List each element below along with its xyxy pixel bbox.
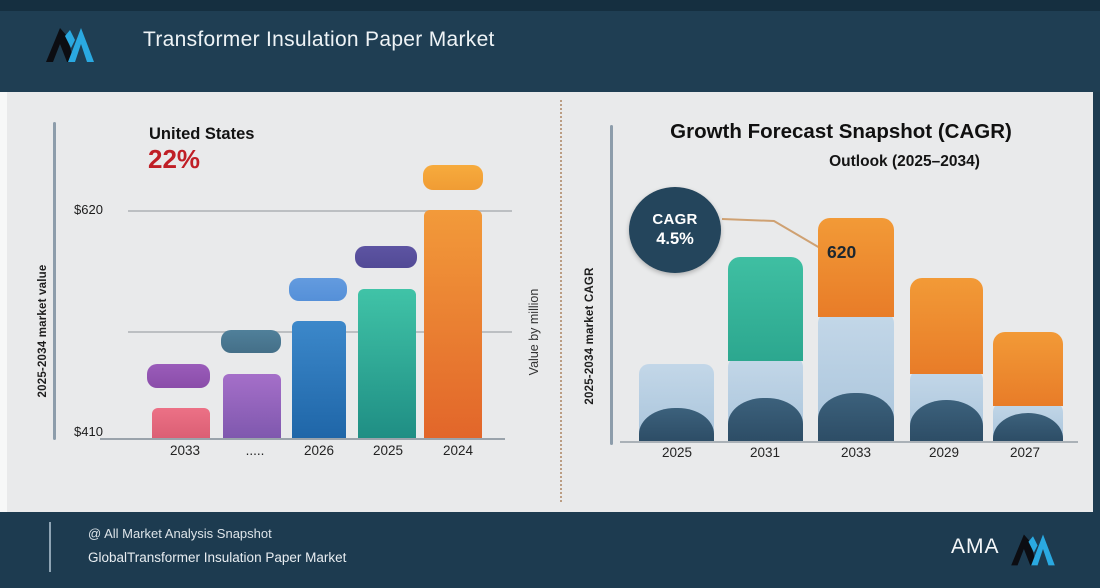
footer-snapshot-text: @ All Market Analysis Snapshot bbox=[88, 526, 272, 541]
left-bar-cap-2024 bbox=[423, 165, 483, 190]
left-x-label-2033: 2033 bbox=[169, 443, 201, 458]
left-y-axis-title: 2025-2034 market value bbox=[37, 264, 49, 398]
value-by-million-label: Value by million bbox=[527, 288, 541, 376]
left-x-label-2026: 2026 bbox=[303, 443, 335, 458]
right-x-label-2031: 2031 bbox=[749, 445, 781, 460]
right-bar-2029 bbox=[910, 278, 983, 441]
right-x-axis bbox=[620, 441, 1078, 443]
header-top-strip bbox=[0, 0, 1100, 11]
segment-orange bbox=[993, 332, 1063, 406]
left-page-edge bbox=[0, 92, 7, 512]
segment-navy bbox=[910, 400, 983, 441]
left-bar-2026 bbox=[292, 321, 346, 438]
cagr-badge: CAGR 4.5% bbox=[629, 187, 721, 273]
right-page-edge bbox=[1093, 92, 1100, 512]
right-bar-2025 bbox=[639, 364, 714, 441]
left-bar-cap-2033 bbox=[147, 364, 210, 388]
left-x-label-2025: 2025 bbox=[372, 443, 404, 458]
left-bar-2033 bbox=[152, 408, 210, 438]
right-chart-title: Growth Forecast Snapshot (CAGR) bbox=[670, 120, 1012, 143]
value-annotation-620: 620 bbox=[827, 242, 857, 262]
segment-navy bbox=[728, 398, 803, 441]
left-bar-..... bbox=[223, 374, 281, 438]
segment-navy bbox=[639, 408, 714, 441]
right-y-axis bbox=[610, 125, 613, 445]
left-bar-2024 bbox=[424, 210, 482, 438]
segment-orange bbox=[910, 278, 983, 374]
footer-ama-logo-icon bbox=[1011, 534, 1055, 566]
segment-orange bbox=[818, 218, 894, 317]
page-title: Transformer Insulation Paper Market bbox=[143, 28, 495, 51]
right-bar-2031 bbox=[728, 257, 803, 441]
right-bar-2027 bbox=[993, 332, 1063, 441]
left-bar-cap-2025 bbox=[355, 246, 417, 268]
left-x-label-2024: 2024 bbox=[442, 443, 474, 458]
panel-divider-dashed bbox=[560, 100, 562, 502]
cagr-badge-value: 4.5% bbox=[656, 230, 694, 248]
footer-brand-text: AMA bbox=[951, 535, 1000, 558]
left-bar-cap-2026 bbox=[289, 278, 347, 301]
right-chart-subtitle: Outlook (2025–2034) bbox=[829, 153, 980, 170]
left-bar-2025 bbox=[358, 289, 416, 438]
region-label: United States bbox=[149, 125, 255, 143]
right-x-label-2027: 2027 bbox=[1009, 445, 1041, 460]
right-x-label-2025: 2025 bbox=[661, 445, 693, 460]
y-tick-620: $620 bbox=[74, 202, 103, 217]
footer-bar: @ All Market Analysis Snapshot GlobalTra… bbox=[0, 512, 1100, 588]
growth-percent: 22% bbox=[148, 144, 201, 174]
right-y-axis-title: 2025-2034 market CAGR bbox=[584, 267, 596, 405]
header-bar: Transformer Insulation Paper Market bbox=[0, 11, 1100, 92]
right-x-label-2033: 2033 bbox=[840, 445, 872, 460]
footer-separator bbox=[49, 522, 51, 572]
cagr-badge-label: CAGR bbox=[652, 211, 698, 228]
left-x-label-.....: ..... bbox=[245, 443, 265, 458]
y-tick-410: $410 bbox=[74, 424, 103, 439]
left-y-axis bbox=[53, 122, 56, 440]
left-gridline-620 bbox=[128, 210, 512, 212]
right-x-label-2029: 2029 bbox=[928, 445, 960, 460]
footer-market-text: GlobalTransformer Insulation Paper Marke… bbox=[88, 550, 347, 565]
charts-canvas: 2025-2034 market value United States 22%… bbox=[0, 92, 1100, 512]
right-bar-2033 bbox=[818, 218, 894, 441]
left-bar-cap-..... bbox=[221, 330, 281, 353]
ama-logo-icon bbox=[46, 28, 94, 62]
left-x-axis bbox=[100, 438, 505, 440]
segment-teal bbox=[728, 257, 803, 361]
segment-navy bbox=[818, 393, 894, 441]
